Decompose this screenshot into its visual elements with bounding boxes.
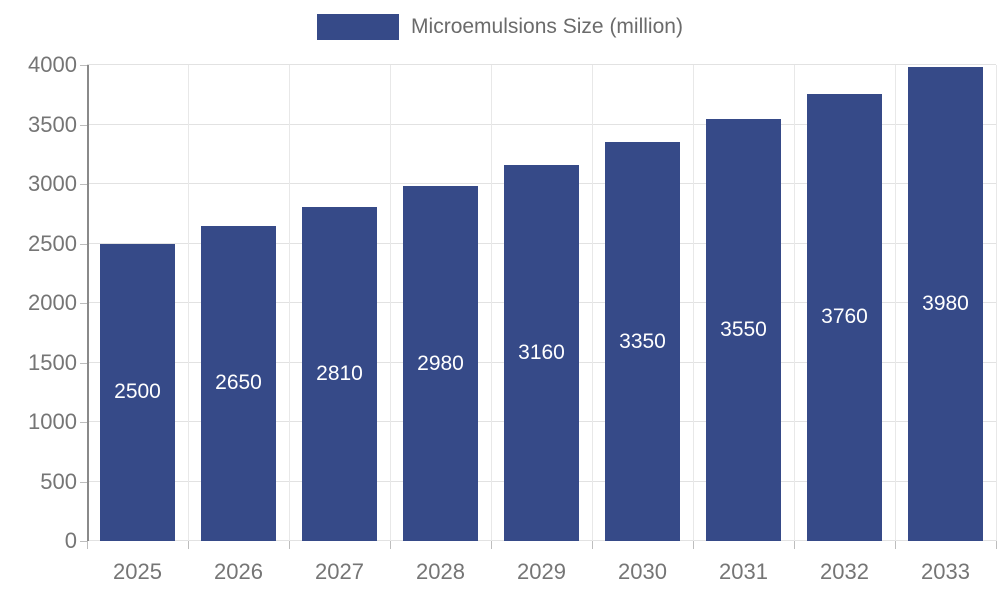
bar: 2980 — [403, 186, 478, 541]
bar: 3550 — [706, 118, 781, 541]
bar-value-label: 2980 — [417, 351, 464, 375]
x-tick-label: 2027 — [315, 559, 364, 584]
y-tick-mark — [80, 243, 87, 245]
v-gridline — [592, 65, 593, 541]
bar-value-label: 3350 — [619, 329, 666, 353]
bar: 3980 — [908, 67, 983, 541]
x-tick-mark — [794, 541, 795, 549]
v-gridline — [390, 65, 391, 541]
x-tick-mark — [390, 541, 391, 549]
y-tick-mark — [80, 362, 87, 364]
legend-label: Microemulsions Size (million) — [411, 15, 683, 38]
y-tick-label: 1500 — [28, 349, 77, 375]
y-tick-label: 1000 — [28, 409, 77, 434]
y-tick-label: 3500 — [28, 111, 77, 137]
y-axis-line — [87, 65, 89, 541]
x-tick-label: 2030 — [618, 559, 667, 584]
x-tick-label: 2032 — [820, 559, 869, 584]
plot-area: 2500 2650 2810 2980 3160 3350 3550 3760 3980 — [87, 64, 997, 541]
y-tick-mark — [80, 184, 87, 185]
x-tick-mark — [693, 541, 694, 549]
y-tick-label: 2500 — [28, 230, 77, 256]
bar-value-label: 2500 — [114, 380, 161, 404]
bar-value-label: 3760 — [821, 305, 868, 329]
y-tick-mark — [80, 124, 87, 126]
x-tick-mark — [289, 541, 290, 549]
bar: 3160 — [504, 164, 579, 541]
y-tick-mark — [80, 65, 87, 66]
v-gridline — [188, 65, 189, 541]
y-tick-mark — [80, 481, 87, 483]
legend-swatch — [317, 14, 400, 40]
v-gridline — [289, 65, 290, 541]
h-gridline — [87, 123, 996, 125]
y-tick-label: 500 — [40, 468, 77, 494]
legend: Microemulsions Size (million) — [0, 14, 1000, 40]
h-gridline — [87, 64, 996, 65]
x-tick-mark — [491, 541, 492, 549]
y-tick-mark — [80, 541, 87, 542]
v-gridline — [491, 65, 492, 541]
bar: 2650 — [201, 225, 276, 541]
y-tick-label: 4000 — [28, 52, 77, 77]
bar: 2500 — [100, 243, 175, 541]
v-gridline — [693, 65, 694, 541]
y-tick-mark — [80, 303, 87, 304]
bar-value-label: 2650 — [215, 371, 262, 395]
y-tick-label: 3000 — [28, 171, 77, 196]
x-tick-label: 2031 — [719, 559, 768, 584]
y-tick-mark — [80, 422, 87, 423]
x-tick-label: 2026 — [214, 559, 263, 584]
bar-value-label: 2810 — [316, 361, 363, 385]
bar: 2810 — [302, 206, 377, 541]
x-tick-label: 2029 — [517, 559, 566, 584]
bar-value-label: 3550 — [720, 317, 767, 341]
x-tick-mark — [188, 541, 189, 549]
x-tick-label: 2033 — [921, 559, 970, 584]
x-tick-label: 2028 — [416, 559, 465, 584]
bar-value-label: 3980 — [922, 292, 969, 316]
y-tick-label: 2000 — [28, 290, 77, 315]
bar-value-label: 3160 — [518, 340, 565, 364]
x-tick-mark — [895, 541, 896, 549]
x-tick-mark — [592, 541, 593, 549]
bar: 3350 — [605, 142, 680, 541]
x-tick-label: 2025 — [113, 559, 162, 584]
x-tick-mark — [996, 541, 997, 549]
v-gridline — [996, 65, 997, 541]
y-tick-label: 0 — [64, 528, 77, 553]
v-gridline — [895, 65, 896, 541]
bar: 3760 — [807, 93, 882, 541]
x-tick-mark — [87, 541, 88, 549]
v-gridline — [794, 65, 795, 541]
